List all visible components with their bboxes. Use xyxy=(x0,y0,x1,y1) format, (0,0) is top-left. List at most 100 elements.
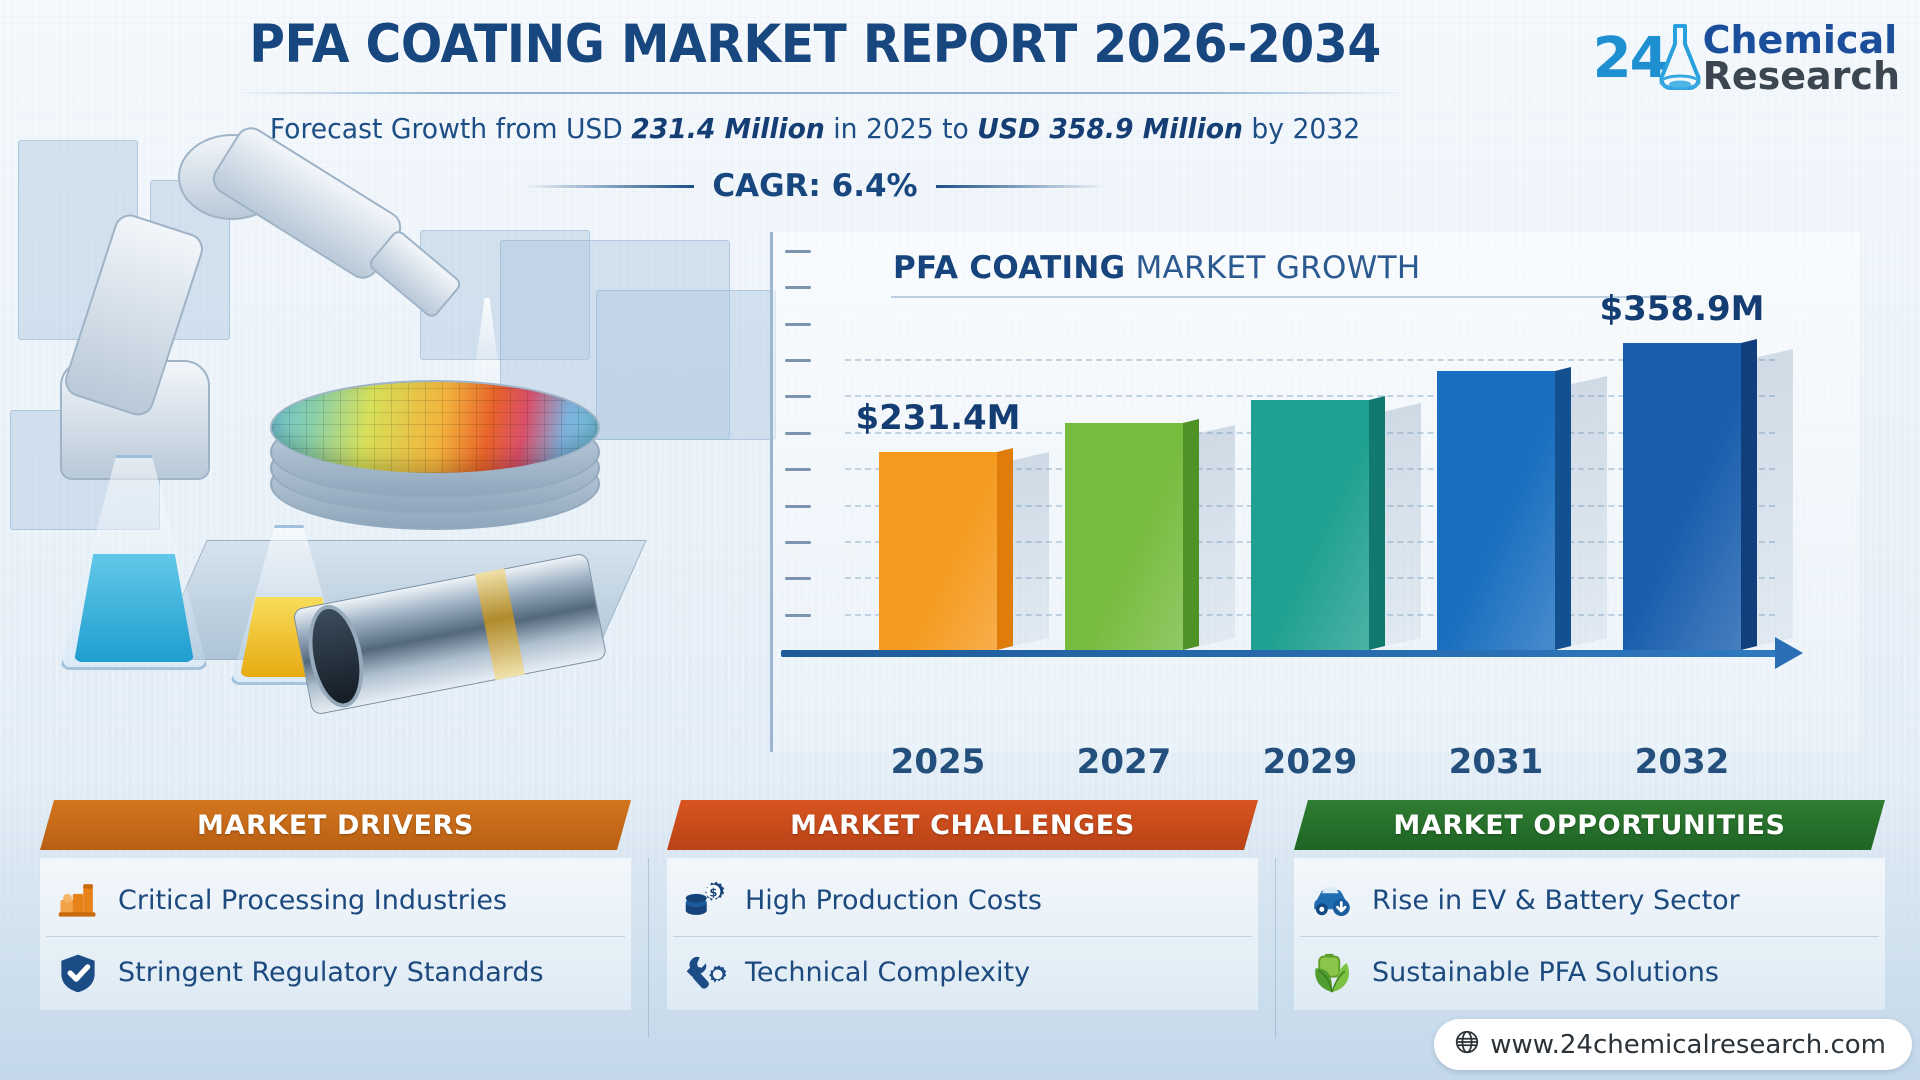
chart-y-tick xyxy=(785,468,811,472)
logo-number: 24 xyxy=(1592,25,1669,91)
chart-bar: $231.4M xyxy=(855,398,1049,650)
chart-bar xyxy=(1437,367,1607,650)
factory-icon xyxy=(56,878,100,922)
cagr-row: CAGR: 6.4% xyxy=(0,168,1630,204)
panel-heading-ribbon: MARKET OPPORTUNITIES xyxy=(1294,800,1885,850)
logo-wordmark: Chemical Research xyxy=(1702,18,1900,99)
panel-heading-label: MARKET CHALLENGES xyxy=(790,809,1135,841)
erlenmeyer-flask-blue xyxy=(60,455,208,670)
chart-y-tick xyxy=(785,359,811,363)
list-item[interactable]: Sustainable PFA Solutions xyxy=(1300,936,1879,1008)
cagr-value: CAGR: 6.4% xyxy=(712,168,918,204)
chart-bar-side xyxy=(1369,396,1385,650)
semiconductor-lab-illustration xyxy=(0,110,790,810)
chart-x-label: 2032 xyxy=(1634,742,1730,782)
chart-bar-face xyxy=(1251,400,1369,650)
panel-heading-ribbon: MARKET DRIVERS xyxy=(40,800,631,850)
chart-title: PFA COATING MARKET GROWTH xyxy=(893,250,1420,286)
chart-y-tick xyxy=(785,504,811,508)
chart-title-regular: MARKET GROWTH xyxy=(1135,250,1421,286)
list-item-label: Technical Complexity xyxy=(745,957,1031,988)
chart-y-tick xyxy=(785,577,811,581)
shield-check-icon xyxy=(56,951,100,995)
insight-panel: MARKET OPPORTUNITIES Rise in EV & Battery… xyxy=(1294,800,1885,1050)
chart-bar-side xyxy=(1183,419,1199,650)
logo-word-research: Research xyxy=(1702,54,1900,99)
chart-bar-side xyxy=(1555,367,1571,650)
list-item[interactable]: Stringent Regulatory Standards xyxy=(46,936,625,1008)
list-item[interactable]: Rise in EV & Battery Sector xyxy=(1300,864,1879,936)
panel-divider xyxy=(1275,858,1276,1038)
chart-y-tick xyxy=(785,250,811,253)
footer-url-text: www.24chemicalresearch.com xyxy=(1490,1029,1886,1060)
silicon-wafer-stack xyxy=(270,380,600,530)
list-item-label: Critical Processing Industries xyxy=(118,884,508,916)
list-item-label: Stringent Regulatory Standards xyxy=(118,957,544,988)
chart-bar-value-label: $358.9M xyxy=(1599,289,1765,329)
forecast-subtitle: Forecast Growth from USD 231.4 Million i… xyxy=(41,112,1590,145)
subtitle-end-value: USD 358.9 Million xyxy=(977,112,1243,145)
chart-x-axis xyxy=(781,650,1781,657)
coins-gear-icon: $ xyxy=(683,878,727,922)
chart-y-tick xyxy=(785,322,811,326)
globe-icon xyxy=(1454,1029,1480,1060)
subtitle-start-value: 231.4 Million xyxy=(631,112,825,145)
panel-divider xyxy=(648,858,649,1038)
panel-body: Critical Processing Industries Stringent … xyxy=(40,858,631,1010)
list-item-label: High Production Costs xyxy=(745,884,1042,916)
list-item-label: Rise in EV & Battery Sector xyxy=(1372,884,1740,916)
header-divider xyxy=(230,92,1410,94)
panel-body: Rise in EV & Battery Sector Sustainable P… xyxy=(1294,858,1885,1010)
list-item-label: Sustainable PFA Solutions xyxy=(1372,957,1719,988)
chart-bar-side xyxy=(997,448,1013,650)
wrench-gear-icon xyxy=(683,951,727,995)
footer-url[interactable]: www.24chemicalresearch.com xyxy=(1434,1019,1912,1070)
brand-logo[interactable]: 24 Chemical Research xyxy=(1592,18,1900,99)
chart-bar-face xyxy=(879,452,997,650)
logo-word-chemical: Chemical xyxy=(1702,18,1898,62)
chart-y-tick xyxy=(785,613,811,617)
chart-gridline xyxy=(845,395,1775,398)
page-title: PFA COATING MARKET REPORT 2026-2034 xyxy=(249,14,1381,75)
cagr-rule-right xyxy=(935,184,1106,188)
chart-y-tick xyxy=(785,395,811,399)
ev-car-icon xyxy=(1310,878,1354,922)
chart-y-tick xyxy=(785,431,811,435)
chart-axis-arrow-icon xyxy=(1775,637,1803,669)
chart-bar xyxy=(1251,396,1421,650)
chart-gridline xyxy=(845,359,1775,362)
chart-title-bold: PFA COATING xyxy=(893,250,1126,286)
panel-body: $ High Production Costs Technical Complexi… xyxy=(667,858,1258,1010)
chart-bar xyxy=(1065,419,1235,650)
chart-title-divider xyxy=(891,296,1691,298)
list-item[interactable]: $ High Production Costs xyxy=(673,864,1252,936)
leaf-battery-icon xyxy=(1310,951,1354,995)
panel-heading-label: MARKET OPPORTUNITIES xyxy=(1393,809,1786,841)
chart-bar-value-label: $231.4M xyxy=(855,398,1021,438)
panel-heading-ribbon: MARKET CHALLENGES xyxy=(667,800,1258,850)
chart-bar-face xyxy=(1437,371,1555,650)
insight-panel: MARKET DRIVERS Critical Processing Indust… xyxy=(40,800,649,1050)
subtitle-suffix: by 2032 xyxy=(1242,112,1361,145)
chart-y-tick xyxy=(785,286,811,290)
list-item[interactable]: Technical Complexity xyxy=(673,936,1252,1008)
chart-x-label: 2029 xyxy=(1262,742,1358,782)
panel-heading-label: MARKET DRIVERS xyxy=(197,809,474,841)
insight-panel: MARKET CHALLENGES $ High Production Costs T… xyxy=(667,800,1276,1050)
subtitle-prefix: Forecast Growth from USD xyxy=(269,112,632,145)
list-item[interactable]: Critical Processing Industries xyxy=(46,864,625,936)
cagr-rule-left xyxy=(524,184,695,188)
chart-x-label: 2031 xyxy=(1448,742,1544,782)
market-growth-chart: PFA COATING MARKET GROWTH $231.4M $358.9M… xyxy=(770,232,1860,782)
insight-panels: MARKET DRIVERS Critical Processing Indust… xyxy=(40,800,1885,1050)
chart-bar-face xyxy=(1065,423,1183,650)
chart-bar-side xyxy=(1741,339,1757,650)
chart-bars: $231.4M $358.9M xyxy=(845,289,1793,650)
subtitle-mid: in 2025 to xyxy=(824,112,978,145)
chart-y-tick xyxy=(785,540,811,544)
flask-icon xyxy=(1657,22,1703,94)
chart-x-tick-labels: 2025 2027 2029 2031 2032 xyxy=(845,742,1775,792)
chart-x-label: 2027 xyxy=(1076,742,1172,782)
chart-x-label: 2025 xyxy=(890,742,986,782)
chart-bar-face xyxy=(1623,343,1741,650)
